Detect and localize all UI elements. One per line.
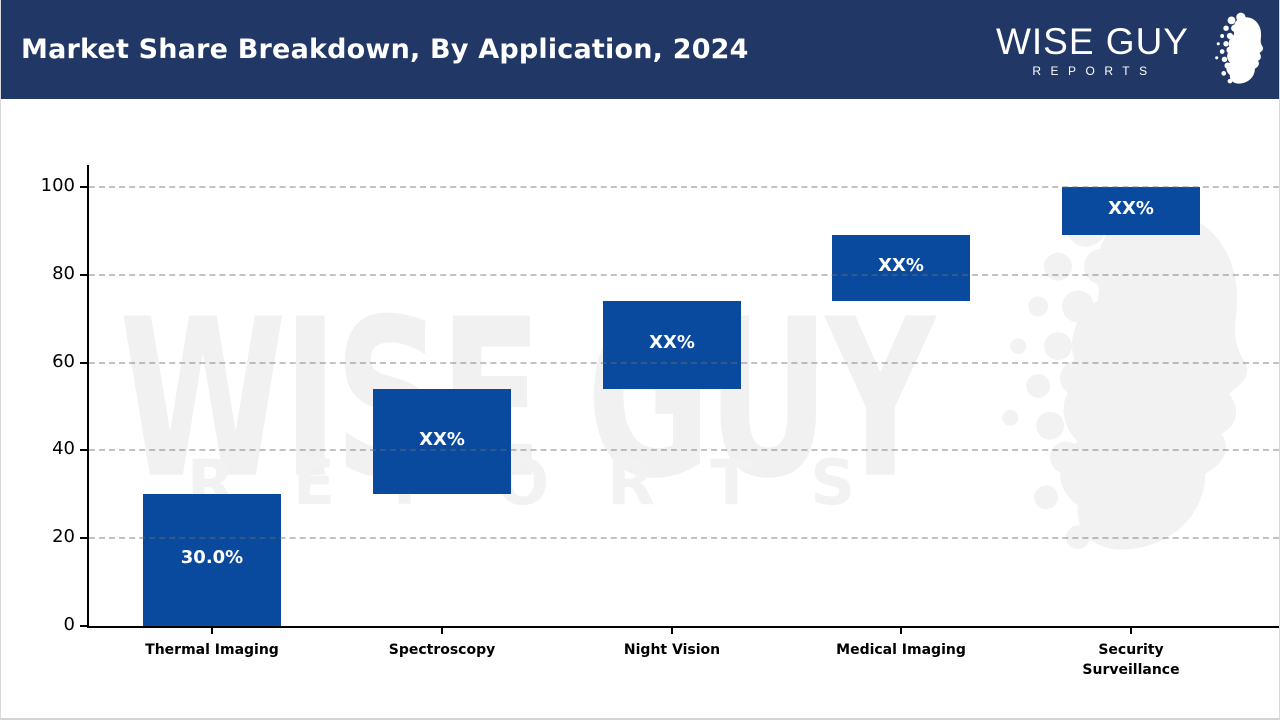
bar-value-label-security-surveillance: XX%	[1108, 198, 1154, 220]
y-tick-label-60: 60	[52, 350, 75, 372]
bar-thermal-imaging	[143, 494, 281, 626]
x-tick-mark-night-vision	[671, 628, 673, 634]
x-tick-mark-thermal-imaging	[211, 628, 213, 634]
y-tick-mark-0	[80, 625, 87, 627]
bar-spectroscopy	[373, 388, 511, 495]
y-tick-mark-40	[80, 449, 87, 452]
wise-guy-logo: WISE GUY REPORTS	[996, 9, 1265, 91]
x-axis-label-medical-imaging: Medical Imaging	[836, 642, 966, 658]
y-tick-mark-60	[80, 361, 87, 364]
gridline-20	[89, 537, 1279, 540]
bar-value-label-thermal-imaging: 30.0%	[180, 547, 244, 569]
x-tick-mark-security-surveillance	[1130, 628, 1132, 634]
y-axis-line	[87, 165, 89, 628]
y-tick-label-100: 100	[40, 175, 75, 196]
x-axis-label-security-surveillance: Security Surveillance	[1082, 642, 1180, 679]
x-axis-label-thermal-imaging: Thermal Imaging	[145, 642, 279, 658]
x-tick-mark-medical-imaging	[900, 628, 902, 634]
y-tick-mark-100	[80, 186, 87, 188]
gridline-80	[89, 273, 1279, 276]
x-axis-label-night-vision: Night Vision	[623, 642, 721, 658]
bar-security-surveillance	[1062, 187, 1200, 236]
x-axis-label-spectroscopy: Spectroscopy	[388, 642, 496, 658]
watermark-wordmark: WISE GUY	[119, 272, 936, 527]
y-tick-mark-20	[80, 537, 87, 540]
y-tick-label-20: 20	[52, 526, 75, 548]
logo-text: WISE GUY REPORTS	[996, 23, 1189, 77]
page-title: Market Share Breakdown, By Application, …	[21, 34, 749, 65]
gridline-40	[89, 449, 1279, 452]
header-bar: Market Share Breakdown, By Application, …	[1, 0, 1279, 99]
watermark-subtitle: REPORTS	[187, 446, 914, 519]
y-tick-label-40: 40	[52, 438, 75, 460]
y-tick-mark-80	[80, 273, 87, 276]
y-tick-label-80: 80	[52, 262, 75, 284]
logo-wordmark: WISE GUY	[995, 20, 1189, 62]
logo-subtitle: REPORTS	[1032, 63, 1157, 78]
bar-night-vision	[603, 301, 741, 389]
x-axis-line	[87, 626, 1279, 628]
bar-value-label-medical-imaging: XX%	[878, 255, 924, 277]
bar-value-label-night-vision: XX%	[649, 332, 695, 354]
gridline-100	[89, 186, 1279, 188]
y-tick-label-0: 0	[63, 614, 75, 635]
gridline-60	[89, 361, 1279, 364]
bar-value-label-spectroscopy: XX%	[419, 428, 465, 450]
bar-medical-imaging	[832, 235, 970, 302]
x-tick-mark-spectroscopy	[441, 628, 443, 634]
